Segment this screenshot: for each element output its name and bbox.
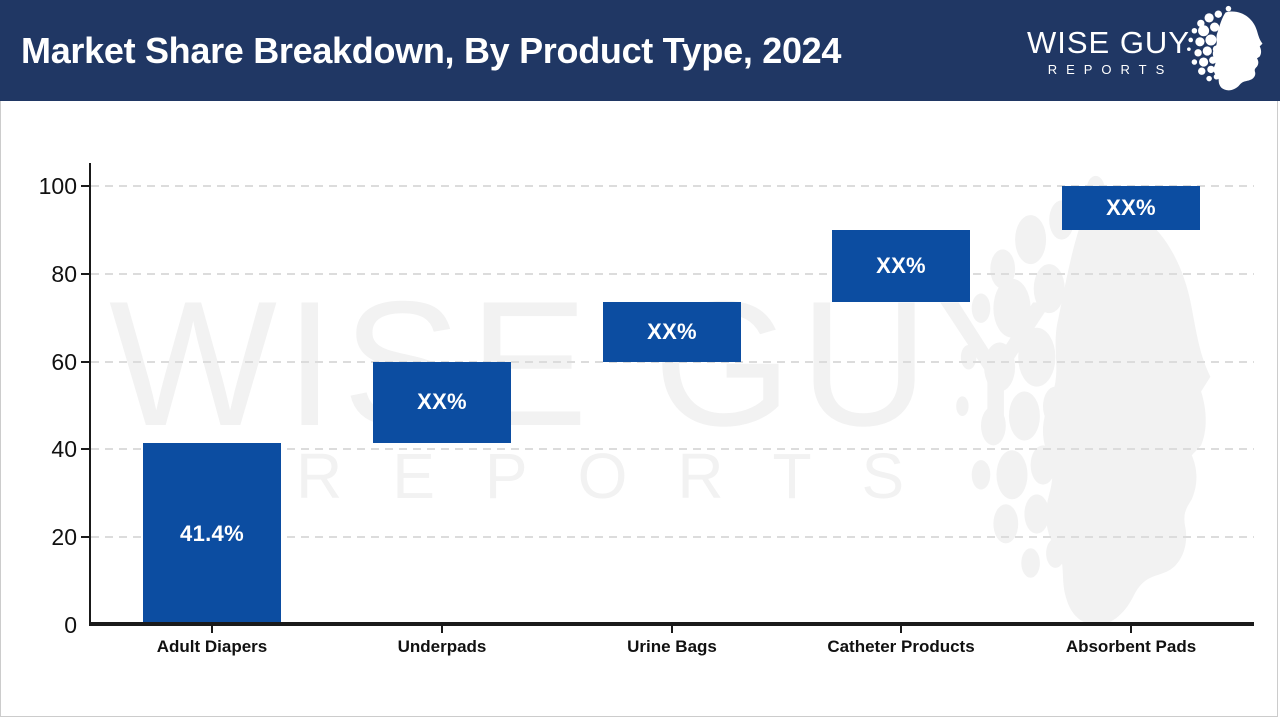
y-tick-label: 20	[51, 524, 77, 551]
bar-value-label: 41.4%	[180, 521, 244, 547]
gridline	[91, 536, 1254, 539]
wiseguy-face-icon	[1187, 5, 1263, 90]
y-tick-mark	[81, 272, 89, 275]
bar-urine-bags: XX%	[603, 302, 741, 362]
bar-value-label: XX%	[1106, 194, 1156, 220]
bar-adult-diapers: 41.4%	[143, 443, 281, 625]
gridline	[91, 272, 1254, 275]
logo-subtitle: REPORTS	[1047, 61, 1174, 77]
y-tick-label: 0	[64, 612, 77, 638]
y-tick-mark	[81, 185, 89, 187]
y-axis-spine	[89, 163, 91, 625]
x-tick-mark	[671, 626, 673, 633]
logo-text: WISE GUY REPORTS	[1027, 25, 1190, 77]
gridline	[91, 448, 1254, 451]
x-tick-mark	[211, 626, 213, 633]
x-tick-label: Urine Bags	[627, 637, 717, 656]
y-tick-label: 80	[51, 260, 77, 287]
chart-canvas: WISE GUY REPORTS 0 20 40 60 80 100 41.4% Adult …	[0, 101, 1278, 717]
bar-value-label: XX%	[876, 253, 926, 279]
y-tick-label: 100	[38, 173, 77, 199]
x-tick-label: Adult Diapers	[156, 637, 268, 656]
bar-absorbent-pads: XX%	[1062, 186, 1200, 230]
x-tick-label: Absorbent Pads	[1065, 637, 1197, 656]
y-tick-label: 40	[51, 436, 77, 463]
x-tick-label: Catheter Products	[827, 637, 975, 656]
bar-value-label: XX%	[417, 389, 467, 415]
bar-underpads: XX%	[373, 361, 511, 444]
x-axis-line	[89, 622, 1254, 626]
logo-wordmark: WISE GUY	[1026, 24, 1190, 60]
bar-value-label: XX%	[647, 318, 697, 344]
gridline	[91, 185, 1254, 187]
header-bar: Market Share Breakdown, By Product Type,…	[0, 0, 1280, 101]
gridline	[91, 360, 1254, 363]
y-tick-mark	[81, 360, 89, 363]
page-title: Market Share Breakdown, By Product Type,…	[21, 29, 842, 71]
bar-catheter-products: XX%	[832, 229, 970, 303]
wiseguy-logo: WISE GUY REPORTS	[1027, 4, 1268, 97]
y-tick-mark	[81, 536, 89, 539]
x-tick-label: Underpads	[397, 637, 487, 656]
y-tick-mark	[81, 448, 89, 451]
x-tick-mark	[900, 626, 902, 633]
y-tick-label: 60	[51, 348, 77, 375]
x-tick-mark	[441, 626, 443, 633]
x-tick-mark	[1130, 626, 1132, 633]
